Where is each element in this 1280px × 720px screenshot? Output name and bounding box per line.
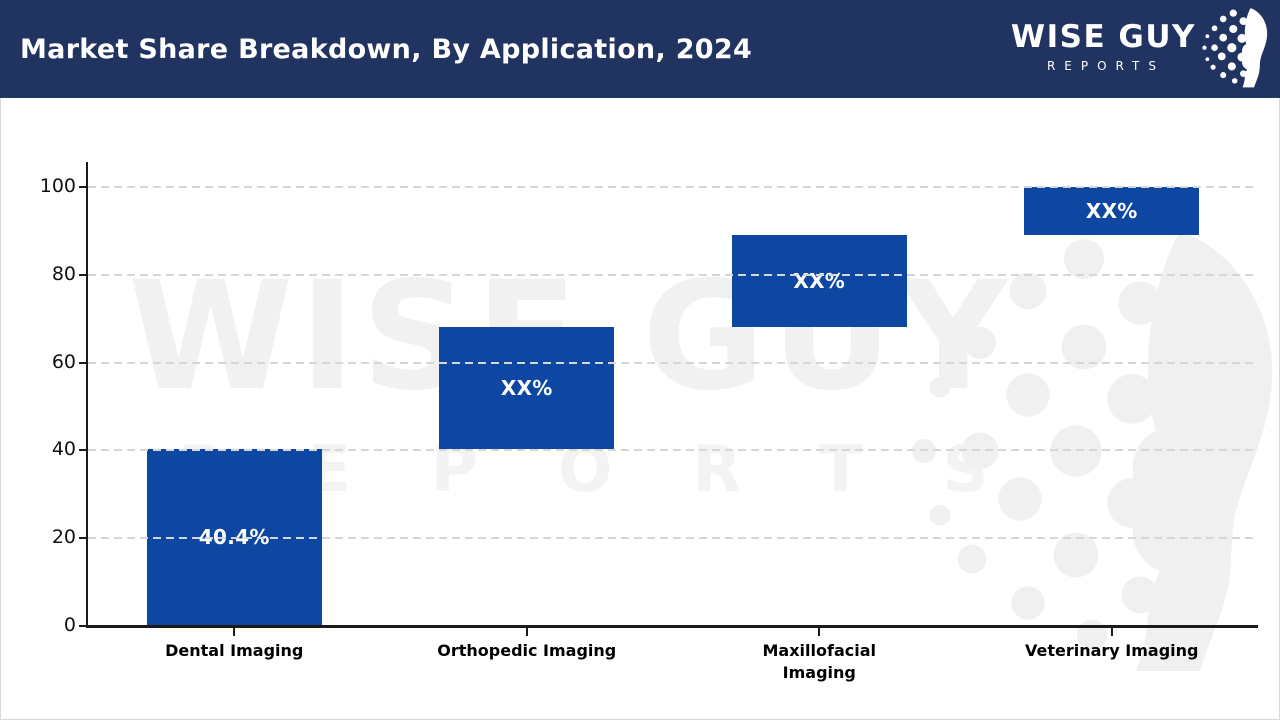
y-tick-label: 20 <box>51 526 76 549</box>
y-tick-label: 60 <box>51 350 76 373</box>
gridline <box>88 273 1258 276</box>
bar-value-label: XX% <box>793 269 846 294</box>
x-tick-mark <box>233 628 236 636</box>
y-tick-mark <box>79 273 88 276</box>
bar: XX% <box>731 235 907 328</box>
y-tick-label: 40 <box>51 438 76 461</box>
header: Market Share Breakdown, By Application, … <box>0 0 1280 98</box>
logo-text: WISE GUY REPORTS <box>1010 18 1196 73</box>
bar-value-label: XX% <box>1085 199 1138 224</box>
x-category-label: Dental Imaging <box>165 641 304 660</box>
x-axis-line <box>86 625 1258 628</box>
page-title: Market Share Breakdown, By Application, … <box>20 33 753 65</box>
y-tick-mark <box>79 537 88 540</box>
x-tick-mark <box>1110 628 1113 636</box>
y-tick-label: 100 <box>39 175 76 198</box>
y-tick-mark <box>79 361 88 364</box>
gridline <box>88 449 1258 452</box>
gridline <box>88 186 1258 189</box>
gridline <box>88 361 1258 364</box>
plot-area: 0 20 40 60 80 100 40.4% Dental Imaging XX% Orthop… <box>40 162 1258 682</box>
gridline <box>88 537 1258 540</box>
x-tick-mark <box>818 628 821 636</box>
y-tick-mark <box>79 186 88 189</box>
y-tick-label: 80 <box>51 262 76 285</box>
bar-value-label: XX% <box>500 376 553 401</box>
wiseguy-logo: WISE GUY REPORTS <box>1011 5 1270 89</box>
bar: XX% <box>439 327 615 449</box>
x-tick-mark <box>525 628 528 636</box>
y-tick-label: 0 <box>63 614 76 636</box>
logo-subtitle: REPORTS <box>1046 58 1165 73</box>
x-category-label: Maxillofacial Imaging <box>762 641 877 682</box>
y-tick-mark <box>79 625 88 627</box>
x-category-label: Veterinary Imaging <box>1024 641 1199 660</box>
y-axis-spine <box>86 162 88 628</box>
x-category-label: Orthopedic Imaging <box>437 641 617 660</box>
logo-head-icon <box>1202 8 1268 88</box>
bar: XX% <box>1024 187 1200 236</box>
logo-wordmark: WISE GUY <box>1010 18 1196 55</box>
y-tick-mark <box>79 449 88 452</box>
